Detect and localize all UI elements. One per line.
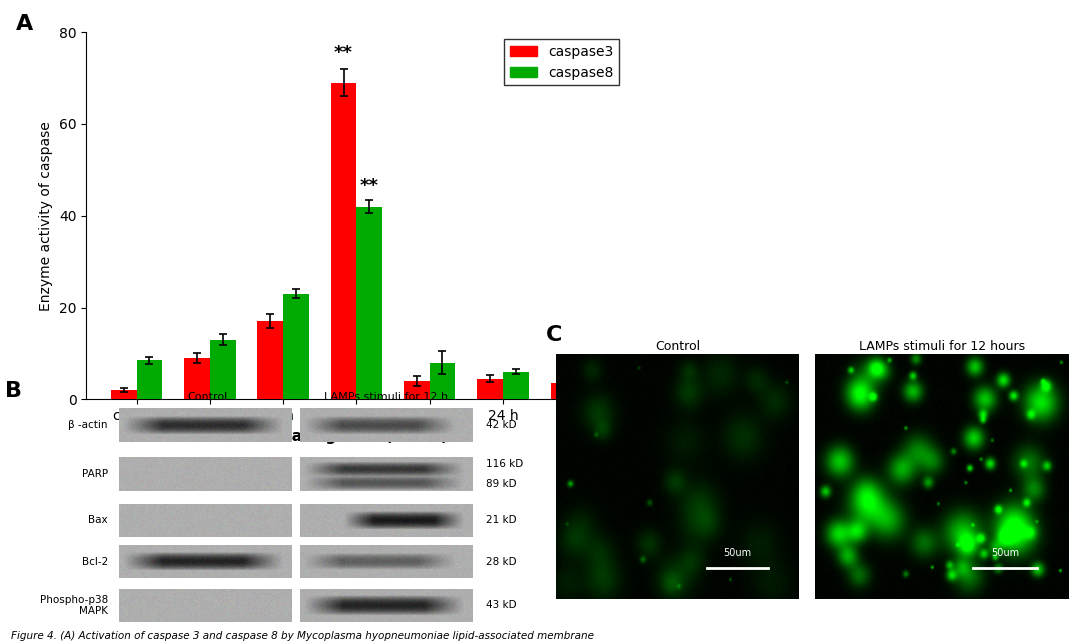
Text: 50um: 50um [991,548,1020,558]
X-axis label: Treating time (hours): Treating time (hours) [265,428,448,444]
Legend: caspase3, caspase8: caspase3, caspase8 [504,39,620,85]
Text: Bax: Bax [89,515,108,526]
Bar [577,376,602,399]
Text: 42 kD: 42 kD [486,420,516,430]
Bar [330,82,356,399]
Bar [210,339,235,399]
Text: C: C [545,325,562,345]
Bar [356,207,382,399]
Text: Phospho-p38
MAPK: Phospho-p38 MAPK [40,594,108,616]
Bar [257,321,283,399]
Text: PARP: PARP [82,469,108,479]
Text: 50um: 50um [724,548,752,558]
Text: 89 kD: 89 kD [486,479,516,489]
Title: Control: Control [656,340,700,353]
Text: 116 kD: 116 kD [486,459,523,469]
Text: Bcl-2: Bcl-2 [82,556,108,567]
Text: Figure 4. (A) Activation of caspase 3 and caspase 8 by Mycoplasma hyopneumoniae : Figure 4. (A) Activation of caspase 3 an… [11,630,594,641]
Y-axis label: Enzyme activity of caspase: Enzyme activity of caspase [40,121,54,310]
Bar [136,360,162,399]
Bar [503,372,528,399]
Title: LAMPs stimuli for 12 hours: LAMPs stimuli for 12 hours [860,340,1025,353]
Bar [551,383,577,399]
Text: 28 kD: 28 kD [486,556,516,567]
Text: 43 kD: 43 kD [486,600,516,611]
Text: Control: Control [188,392,228,402]
Text: A: A [16,14,33,34]
Text: **: ** [334,44,353,62]
Text: **: ** [360,177,379,195]
Bar [430,363,456,399]
Bar [404,381,430,399]
Bar [185,358,210,399]
Bar [111,390,136,399]
Bar [477,379,503,399]
Text: 21 kD: 21 kD [486,515,516,526]
Bar [283,294,309,399]
Text: LAMPs stimuli for 12 h: LAMPs stimuli for 12 h [324,392,448,402]
Text: B: B [5,381,23,401]
Text: β -actin: β -actin [68,420,108,430]
